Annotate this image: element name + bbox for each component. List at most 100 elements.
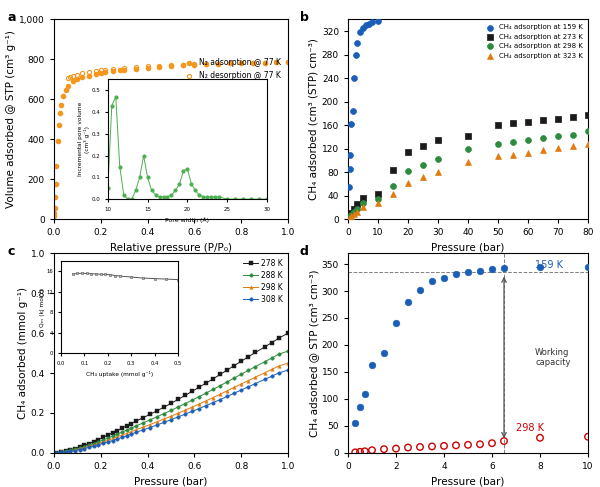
CH₄ adsorption at 323 K xyxy=(349,210,359,218)
Point xyxy=(427,443,437,450)
Line: 278 K: 278 K xyxy=(55,331,290,454)
308 K xyxy=(146,425,154,431)
298 K xyxy=(104,437,112,443)
N₂ desorption @ 77 K xyxy=(284,59,292,65)
N₂ adsorption @ 77 K xyxy=(54,138,61,144)
N₂ adsorption @ 77 K xyxy=(51,210,58,216)
288 K xyxy=(230,375,238,381)
CH₄ adsorption at 298 K xyxy=(523,136,533,144)
278 K xyxy=(139,415,146,421)
CH₄ adsorption at 323 K xyxy=(523,149,533,157)
288 K xyxy=(167,408,175,413)
CH₄ adsorption at 323 K xyxy=(508,150,518,158)
Point xyxy=(535,263,545,271)
298 K xyxy=(175,410,182,416)
278 K xyxy=(230,363,238,369)
288 K xyxy=(160,411,167,416)
Point xyxy=(427,277,437,285)
CH₄ adsorption at 323 K xyxy=(493,152,503,160)
CH₄ adsorption at 298 K xyxy=(583,127,593,135)
278 K xyxy=(67,447,74,452)
N₂ adsorption @ 77 K xyxy=(214,61,221,67)
308 K xyxy=(261,376,268,382)
CH₄ adsorption at 298 K xyxy=(418,161,428,169)
Legend: N₂ adsorption @ 77 K, N₂ desorption @ 77 K: N₂ adsorption @ 77 K, N₂ desorption @ 77… xyxy=(179,56,284,83)
N₂ adsorption @ 77 K xyxy=(58,102,65,108)
288 K xyxy=(238,371,245,377)
288 K xyxy=(181,401,188,407)
308 K xyxy=(275,370,282,376)
N₂ desorption @ 77 K xyxy=(74,72,81,77)
288 K xyxy=(67,448,74,453)
288 K xyxy=(209,387,217,393)
308 K xyxy=(167,417,175,423)
298 K xyxy=(217,391,224,397)
N₂ desorption @ 77 K xyxy=(79,71,86,76)
N₂ desorption @ 77 K xyxy=(191,61,198,67)
278 K xyxy=(71,446,79,451)
N₂ adsorption @ 77 K xyxy=(284,59,292,65)
298 K xyxy=(160,416,167,422)
CH₄ adsorption at 323 K xyxy=(352,208,362,216)
N₂ adsorption @ 77 K xyxy=(156,64,163,70)
N₂ adsorption @ 77 K xyxy=(55,122,62,128)
308 K xyxy=(268,374,275,379)
298 K xyxy=(139,424,146,430)
CH₄ adsorption at 323 K xyxy=(568,142,578,150)
CH₄ adsorption at 273 K xyxy=(344,213,354,221)
278 K xyxy=(175,396,182,402)
Y-axis label: CH₄ adsorbed @ STP (cm³ cm⁻³): CH₄ adsorbed @ STP (cm³ cm⁻³) xyxy=(309,269,319,437)
CH₄ adsorption at 298 K xyxy=(568,131,578,138)
N₂ desorption @ 77 K xyxy=(179,62,187,68)
X-axis label: Pressure (bar): Pressure (bar) xyxy=(431,243,505,253)
CH₄ adsorption at 323 K xyxy=(344,215,354,223)
Point xyxy=(415,443,425,451)
CH₄ adsorption at 273 K xyxy=(538,116,548,124)
288 K xyxy=(154,414,161,420)
CH₄ adsorption at 323 K xyxy=(463,158,473,166)
278 K xyxy=(251,350,259,356)
Text: d: d xyxy=(300,245,309,258)
N₂ desorption @ 77 K xyxy=(261,60,268,66)
Point xyxy=(583,433,593,441)
Point xyxy=(451,270,461,278)
CH₄ adsorption at 298 K xyxy=(538,134,548,142)
Text: c: c xyxy=(7,245,14,258)
X-axis label: Pressure (bar): Pressure (bar) xyxy=(134,476,208,487)
278 K xyxy=(275,336,282,341)
278 K xyxy=(245,354,252,360)
278 K xyxy=(217,372,224,377)
278 K xyxy=(128,421,135,427)
288 K xyxy=(113,431,121,437)
288 K xyxy=(100,437,107,443)
Line: 308 K: 308 K xyxy=(55,368,290,454)
308 K xyxy=(71,448,79,453)
CH₄ adsorption at 159 K xyxy=(367,19,377,26)
308 K xyxy=(154,422,161,428)
CH₄ adsorption at 323 K xyxy=(418,173,428,181)
298 K xyxy=(188,404,196,410)
CH₄ adsorption at 159 K xyxy=(344,183,354,191)
288 K xyxy=(146,417,154,423)
278 K xyxy=(268,340,275,346)
N₂ adsorption @ 77 K xyxy=(52,181,59,187)
N₂ adsorption @ 77 K xyxy=(52,194,59,200)
CH₄ adsorption at 323 K xyxy=(538,146,548,154)
308 K xyxy=(113,436,121,442)
288 K xyxy=(284,348,292,354)
288 K xyxy=(53,450,60,456)
Point xyxy=(535,434,545,442)
308 K xyxy=(245,384,252,390)
CH₄ adsorption at 298 K xyxy=(346,211,356,219)
N₂ adsorption @ 77 K xyxy=(79,75,86,80)
Point xyxy=(391,445,401,452)
N₂ adsorption @ 77 K xyxy=(64,83,71,89)
308 K xyxy=(224,393,231,399)
278 K xyxy=(104,432,112,438)
308 K xyxy=(118,434,125,440)
298 K xyxy=(58,450,65,455)
CH₄ adsorption at 298 K xyxy=(344,214,354,222)
308 K xyxy=(85,445,92,450)
298 K xyxy=(113,434,121,440)
288 K xyxy=(118,429,125,435)
